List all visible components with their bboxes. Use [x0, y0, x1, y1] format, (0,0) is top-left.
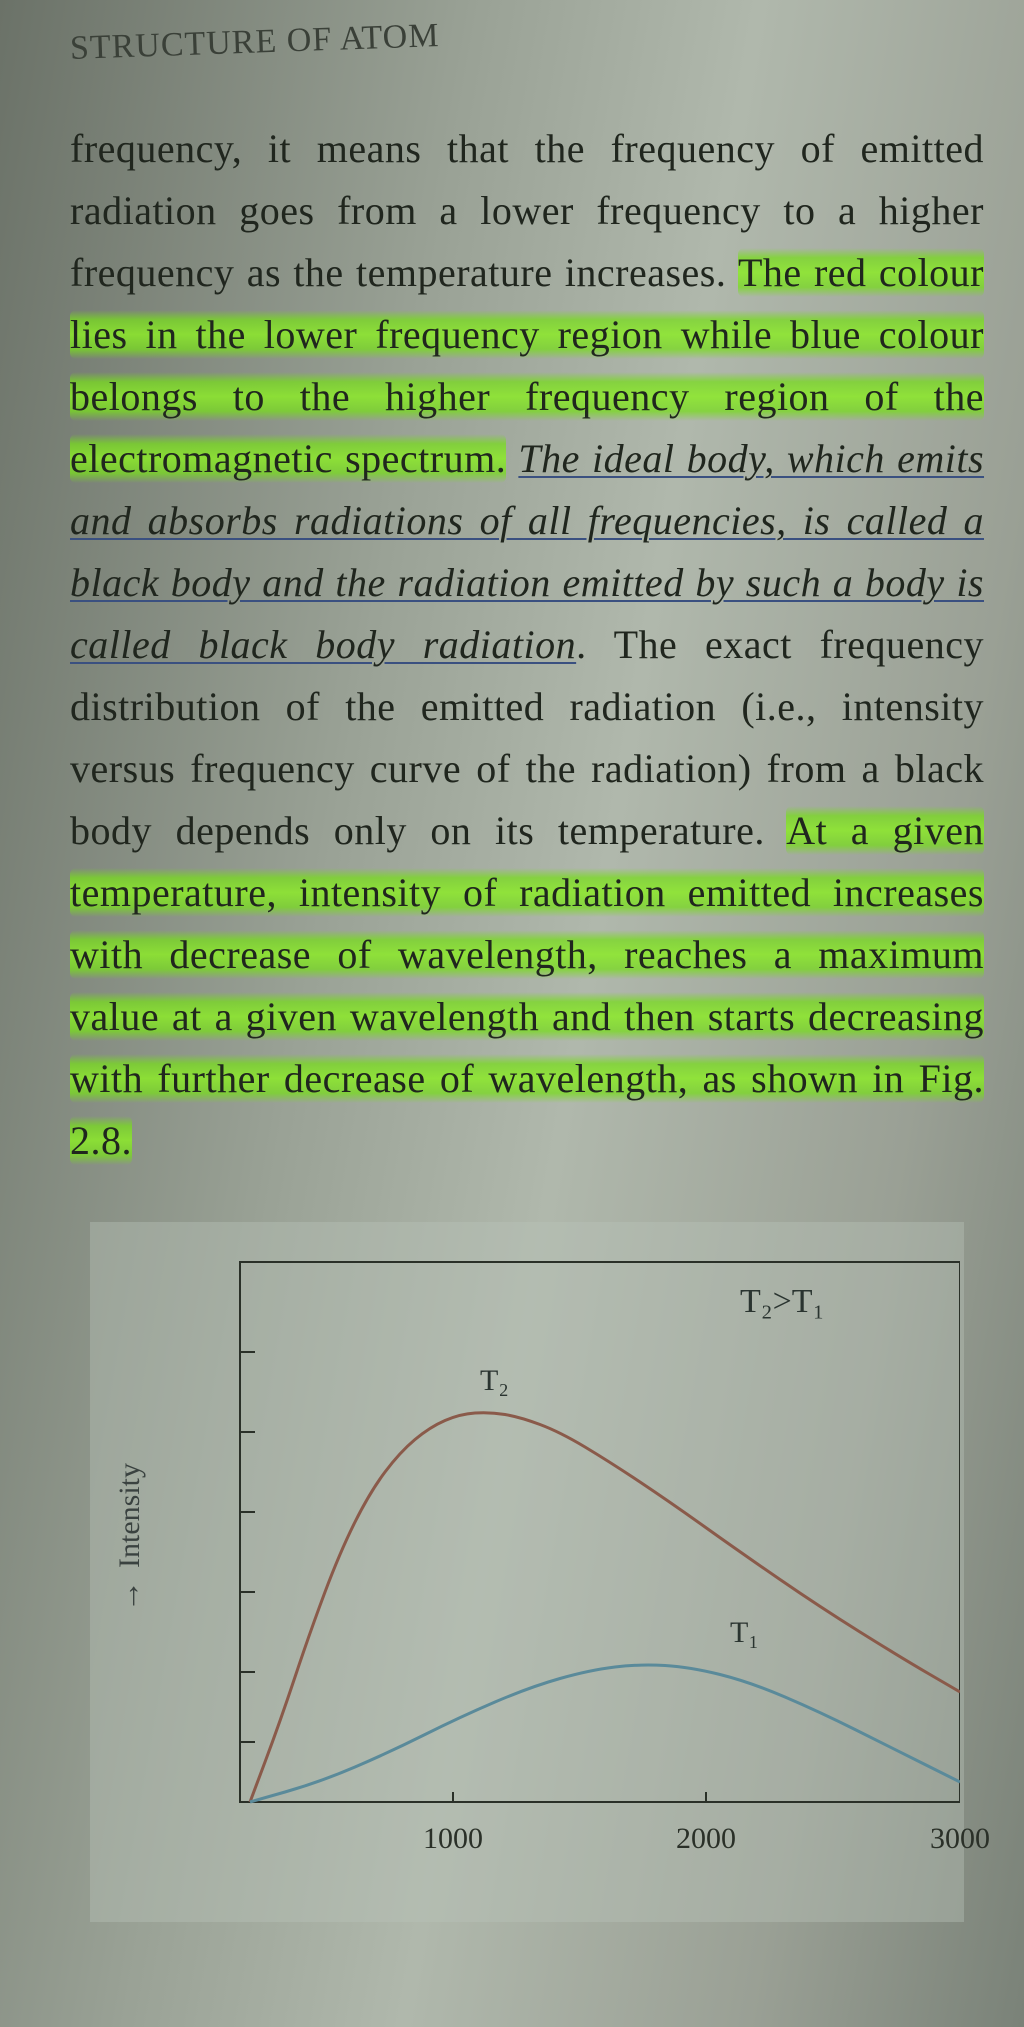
arrow-icon: →	[110, 1580, 146, 1612]
y-ticks	[240, 1352, 255, 1742]
page: STRUCTURE OF ATOM frequency, it means th…	[0, 0, 1024, 2027]
annotation-temperature-relation: T₂>T₁	[740, 1283, 824, 1320]
blackbody-chart: →Intensity T₂T₁ T₂>T₁ 100020003000	[120, 1252, 980, 1892]
page-heading: STRUCTURE OF ATOM	[69, 0, 984, 68]
curve-T2	[250, 1413, 960, 1802]
curve-label-T2: T₂	[480, 1364, 509, 1397]
chart-container: →Intensity T₂T₁ T₂>T₁ 100020003000	[90, 1222, 964, 1922]
highlight-2: At a given temperature, intensity of rad…	[70, 806, 984, 1165]
x-tick-label: 3000	[930, 1822, 990, 1856]
plot-frame	[240, 1262, 960, 1802]
curve-label-T1: T₁	[730, 1616, 759, 1649]
curve-T1	[250, 1665, 960, 1802]
y-axis-text: Intensity	[113, 1463, 146, 1568]
annotations: T₂>T₁	[740, 1283, 824, 1320]
plot-svg: T₂ T₁ T₂>T₁	[200, 1252, 960, 1812]
text-seg-2	[506, 436, 518, 481]
curves: T₂ T₁	[250, 1364, 960, 1802]
x-tick-marks	[453, 1792, 960, 1802]
y-axis-label: → Intensity	[110, 1463, 147, 1612]
x-tick-label: 1000	[423, 1822, 483, 1856]
body-paragraph: frequency, it means that the frequency o…	[70, 118, 984, 1172]
x-tick-label: 2000	[676, 1822, 736, 1856]
